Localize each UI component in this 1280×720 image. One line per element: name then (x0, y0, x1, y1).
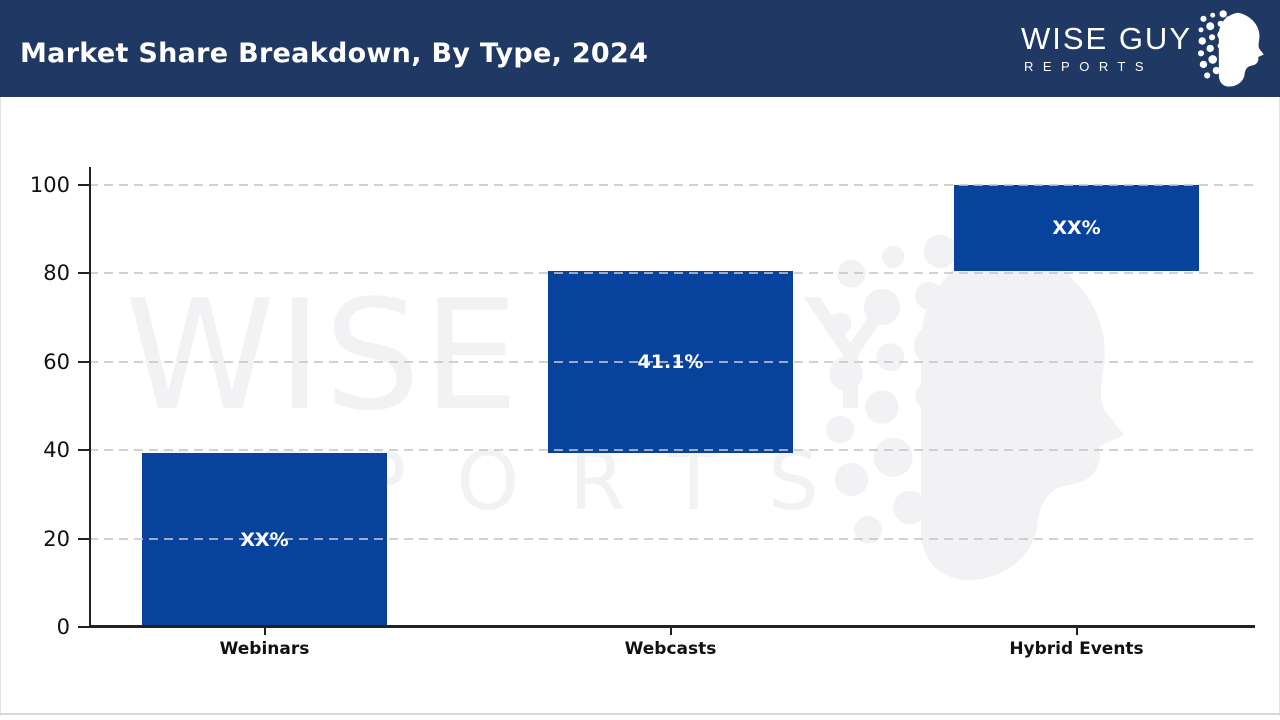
bar-webinars (142, 452, 387, 627)
page-title: Market Share Breakdown, By Type, 2024 (20, 38, 649, 69)
gridline-80 (89, 272, 1255, 274)
y-tick-60 (78, 360, 89, 363)
gridline-100 (89, 183, 1255, 186)
x-tick (1075, 628, 1078, 635)
header: Market Share Breakdown, By Type, 2024 WI… (0, 0, 1280, 97)
chart-area: WISE GUY REPORTS 0 20 40 60 80 100 XX% 41.1% XX%… (0, 97, 1280, 720)
bar-value-label: XX% (240, 528, 289, 551)
x-tick (263, 628, 266, 635)
gridline-60 (89, 360, 1255, 363)
y-tick-0 (78, 626, 89, 628)
y-tick-label: 80 (43, 261, 70, 285)
x-axis-label-webinars: Webinars (219, 639, 310, 659)
y-tick-label: 100 (29, 172, 70, 197)
y-axis (89, 167, 91, 628)
y-tick-label: 20 (43, 526, 70, 551)
wise-guy-face-icon (1197, 9, 1264, 87)
bottom-divider (0, 713, 1280, 715)
bar-value-label: 41.1% (637, 350, 704, 373)
x-axis-label-webcasts: Webcasts (624, 639, 717, 659)
bar-value-label: XX% (1052, 216, 1101, 239)
wise-guy-reports-logo: WISE GUY REPORTS (1021, 9, 1270, 89)
x-axis-label-hybrid-events: Hybrid Events (1009, 639, 1144, 659)
y-tick-40 (78, 449, 89, 451)
y-tick-80 (78, 272, 89, 274)
waterfall-chart: 0 20 40 60 80 100 XX% 41.1% XX% Webinars Webcasts H… (0, 97, 1280, 720)
logo-text: WISE GUY REPORTS (1021, 23, 1192, 74)
y-tick-label: 0 (56, 615, 70, 639)
gridline-20 (89, 537, 1255, 540)
x-tick (669, 628, 672, 635)
bar-hybrid-events (954, 184, 1199, 271)
gridline-40 (89, 449, 1255, 451)
y-tick-label: 40 (43, 438, 70, 462)
logo-tagline: REPORTS (1023, 58, 1154, 74)
y-tick-100 (78, 183, 89, 186)
logo-name: WISE GUY (1020, 21, 1192, 57)
y-tick-20 (78, 537, 89, 540)
x-axis (89, 625, 1255, 628)
y-tick-label: 60 (43, 349, 70, 374)
